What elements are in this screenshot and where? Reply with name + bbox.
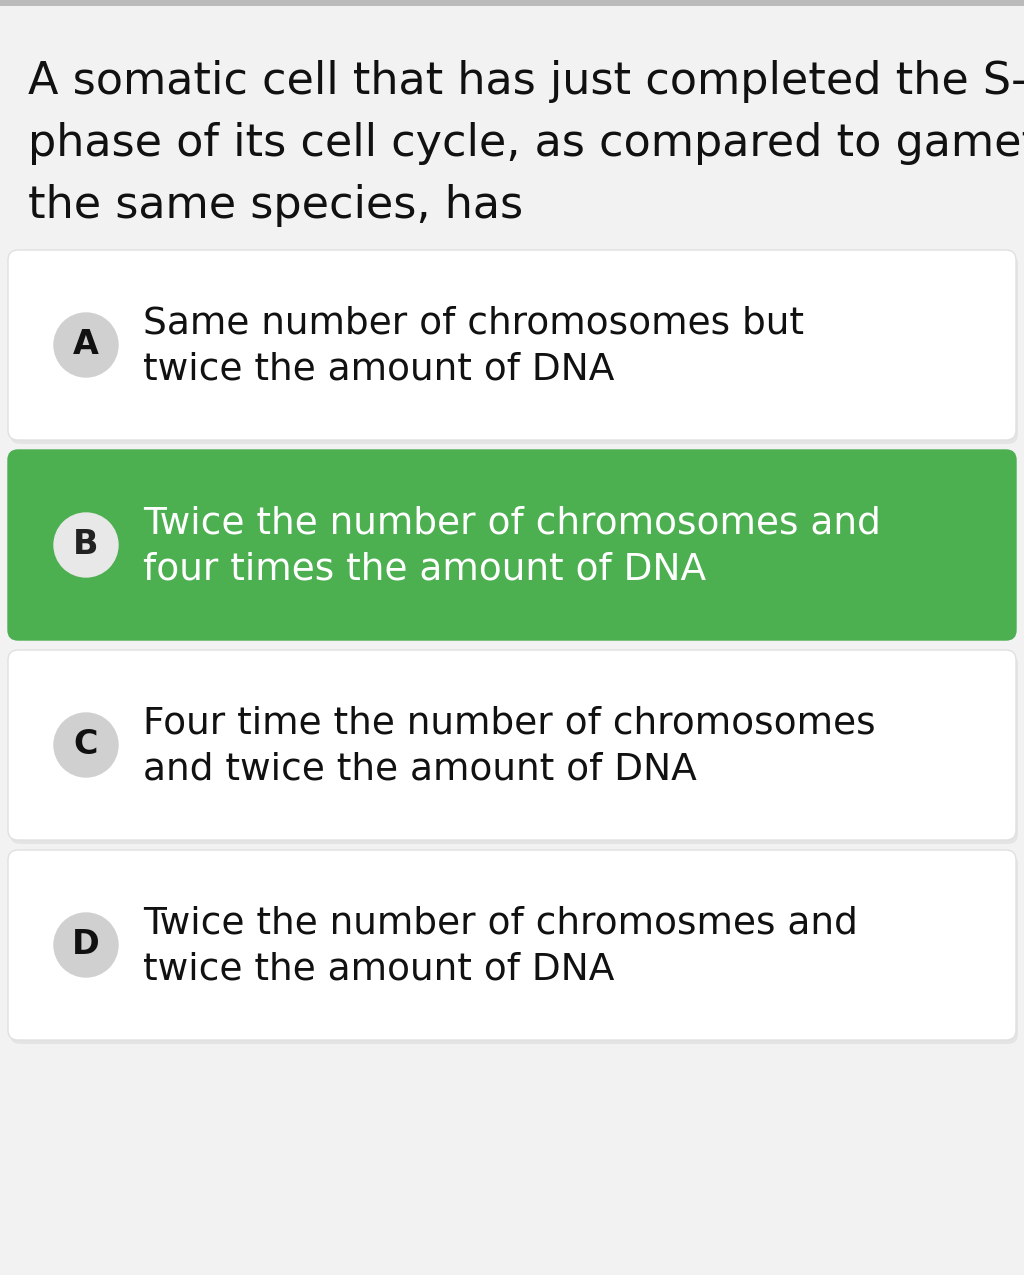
- Text: phase of its cell cycle, as compared to gamete of: phase of its cell cycle, as compared to …: [28, 122, 1024, 164]
- Text: twice the amount of DNA: twice the amount of DNA: [143, 951, 614, 987]
- FancyBboxPatch shape: [8, 650, 1016, 840]
- Circle shape: [54, 913, 118, 977]
- FancyBboxPatch shape: [8, 250, 1016, 440]
- Text: Twice the number of chromosmes and: Twice the number of chromosmes and: [143, 905, 858, 941]
- Text: Same number of chromosomes but: Same number of chromosomes but: [143, 305, 804, 340]
- Text: D: D: [72, 928, 100, 961]
- FancyBboxPatch shape: [8, 850, 1016, 1040]
- Text: and twice the amount of DNA: and twice the amount of DNA: [143, 751, 696, 787]
- Text: A somatic cell that has just completed the S-: A somatic cell that has just completed t…: [28, 60, 1024, 103]
- Circle shape: [54, 312, 118, 377]
- Text: B: B: [74, 529, 98, 561]
- Circle shape: [54, 713, 118, 776]
- Text: Twice the number of chromosomes and: Twice the number of chromosomes and: [143, 505, 881, 541]
- FancyBboxPatch shape: [10, 854, 1018, 1044]
- FancyBboxPatch shape: [10, 254, 1018, 444]
- FancyBboxPatch shape: [10, 654, 1018, 844]
- FancyBboxPatch shape: [8, 450, 1016, 640]
- Text: four times the amount of DNA: four times the amount of DNA: [143, 551, 707, 586]
- Text: twice the amount of DNA: twice the amount of DNA: [143, 351, 614, 388]
- Text: Four time the number of chromosomes: Four time the number of chromosomes: [143, 705, 876, 741]
- Text: the same species, has: the same species, has: [28, 184, 523, 227]
- Circle shape: [54, 513, 118, 578]
- Text: C: C: [74, 728, 98, 761]
- Text: A: A: [73, 329, 99, 362]
- FancyBboxPatch shape: [0, 0, 1024, 6]
